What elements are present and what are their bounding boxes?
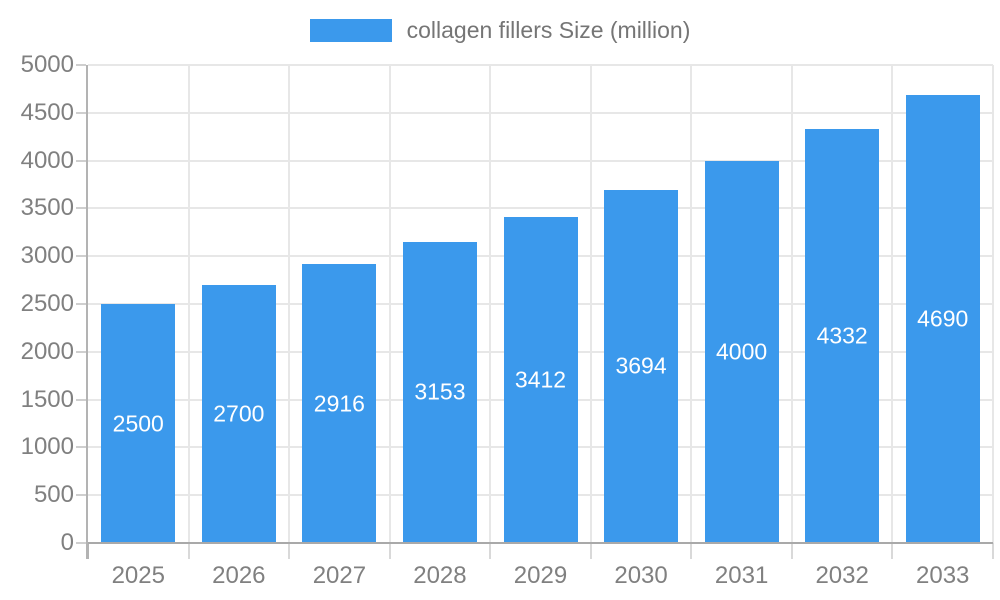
y-tick [76,159,86,162]
y-axis: 0 500 1000 1500 2000 2500 3000 3500 4000 4500 5000 [0,52,74,556]
y-axis-label: 4000 [20,146,74,174]
bar-2031[interactable]: 4000 [704,160,779,543]
x-axis-label: 2032 [815,562,869,589]
y-axis-label: 1500 [20,385,74,413]
gridline-v [992,65,994,543]
y-tick [76,494,86,497]
bar-value-label: 2916 [313,390,365,417]
y-tick [76,207,86,210]
y-tick [76,350,86,353]
y-tick [76,542,86,544]
gridline-h [88,111,993,114]
bar-2029[interactable]: 3412 [503,216,578,543]
gridline-h [88,159,993,162]
y-tick [76,303,86,305]
gridline-v [589,65,592,543]
gridline-v [288,65,291,543]
bar-2025[interactable]: 2500 [101,304,176,543]
x-tick [489,543,492,559]
y-tick [76,111,86,114]
gridline-v [790,65,793,543]
x-tick [589,543,592,559]
x-tick [891,543,894,559]
x-axis-label: 2025 [111,562,165,589]
y-axis-label: 0 [60,529,74,556]
x-tick [790,543,793,559]
bar-2027[interactable]: 2916 [302,264,377,543]
x-axis-label: 2026 [212,562,266,589]
y-axis-label: 3500 [20,194,74,222]
chart-legend[interactable]: collagen fillers Size (million) [0,17,1000,44]
x-axis-label: 2027 [312,562,367,589]
bar-2030[interactable]: 3694 [604,189,679,543]
y-axis-label: 2500 [20,290,74,317]
x-axis: 2025 2026 2027 2028 2029 2030 2031 2032 2033 [87,543,994,600]
bar-value-label: 2700 [213,400,265,427]
bar-value-label: 4690 [917,305,969,332]
x-tick [992,543,994,559]
bar-value-label: 2500 [112,410,164,436]
y-tick [76,398,86,401]
gridline-h [88,207,993,210]
x-tick [87,543,89,559]
legend-label: collagen fillers Size (million) [406,17,691,43]
bar-value-label: 4332 [816,322,868,349]
bar-2032[interactable]: 4332 [805,128,880,543]
gridline-v [891,65,894,543]
y-tick [76,255,86,258]
y-axis-label: 500 [33,481,74,509]
bar-value-label: 3694 [615,352,667,379]
gridline-v [187,65,190,543]
y-axis-line [86,65,88,559]
bar-2026[interactable]: 2700 [201,284,276,543]
x-axis-line [88,542,993,544]
legend-swatch [309,19,392,42]
bar-2033[interactable]: 4690 [905,94,980,543]
bar-value-label: 3412 [514,366,567,393]
bar-2028[interactable]: 3153 [402,241,477,543]
gridline-v [690,65,693,543]
x-axis-label: 2030 [614,562,668,589]
gridline-h [88,64,993,66]
x-tick [187,543,190,559]
plot-area: 2500 2700 2916 3153 3412 3694 4000 4332 4690 [76,64,994,559]
y-axis-label: 5000 [20,51,74,78]
x-tick [288,543,291,559]
y-tick [76,64,86,66]
y-axis-label: 3000 [20,242,74,270]
gridline-v [489,65,492,543]
y-axis-label: 1000 [20,433,74,461]
x-tick [388,543,391,559]
x-axis-label: 2029 [513,562,568,589]
x-axis-label: 2028 [413,562,467,589]
x-tick [690,543,693,559]
y-axis-label: 4500 [20,98,74,126]
x-axis-label: 2031 [714,562,769,589]
bar-value-label: 4000 [716,338,768,365]
bar-value-label: 3153 [414,378,466,405]
x-axis-label: 2033 [916,562,970,589]
y-axis-label: 2000 [20,337,74,365]
gridline-v [388,65,391,543]
y-tick [76,446,86,449]
